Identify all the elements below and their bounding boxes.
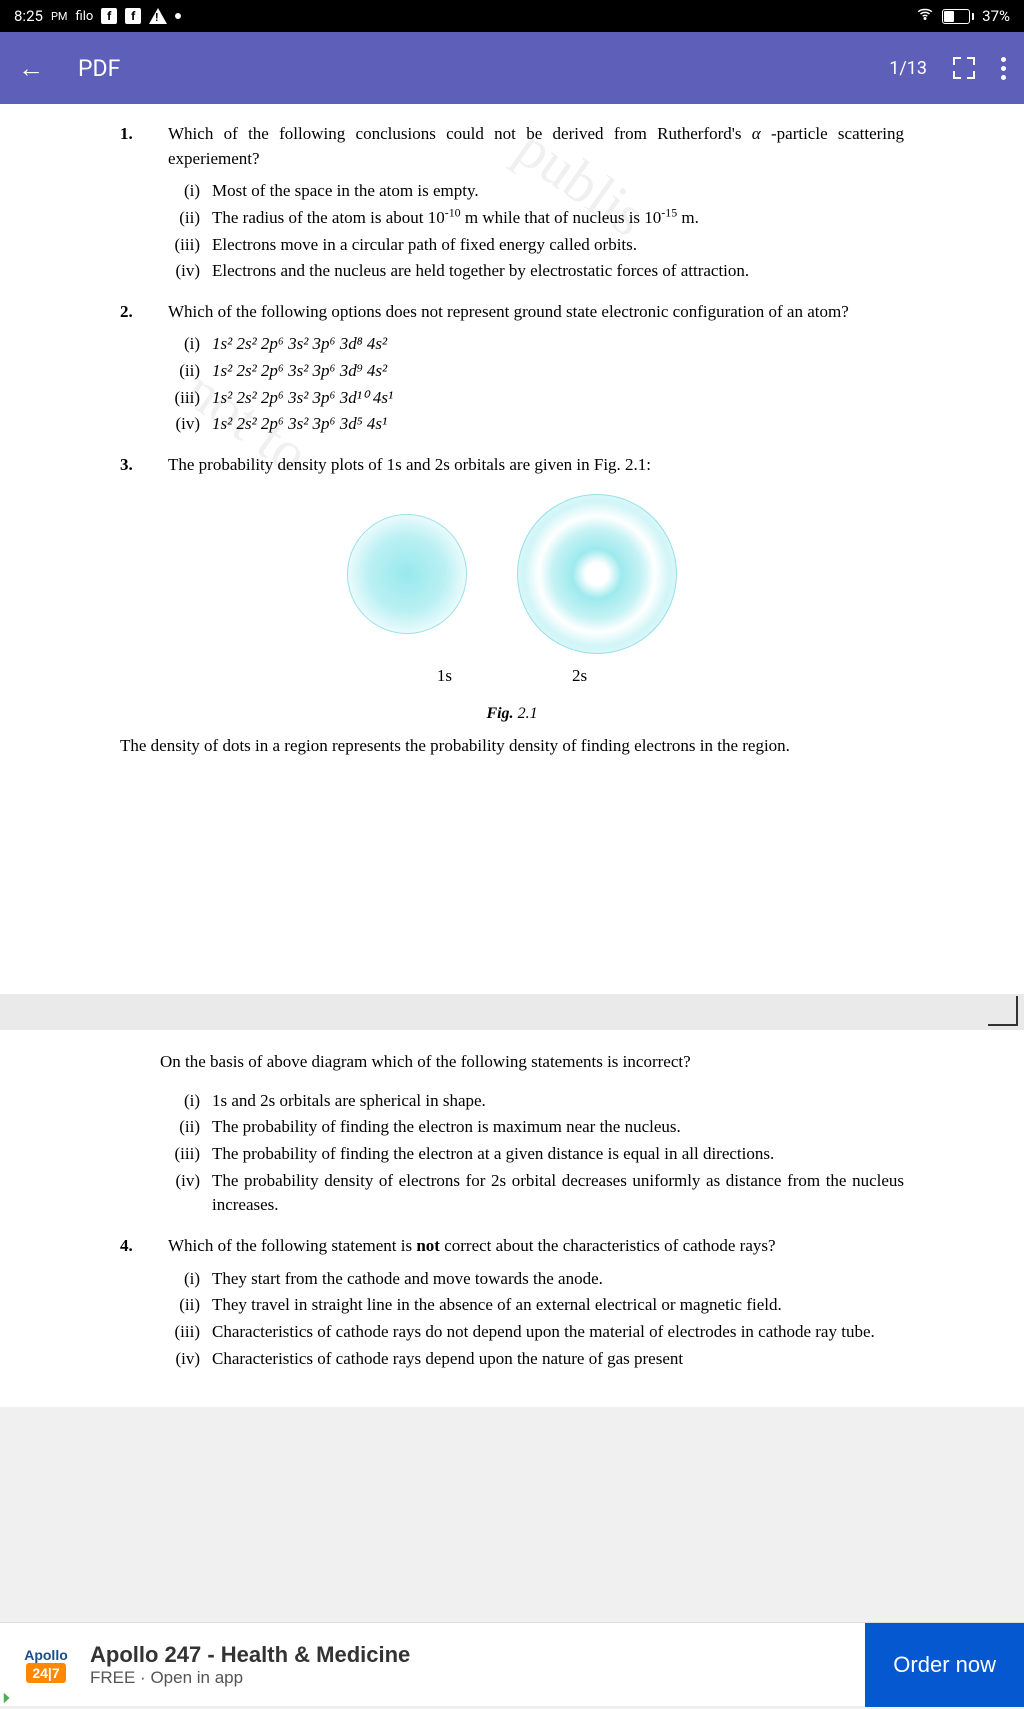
status-time: 8:25 [14, 7, 43, 25]
question-number: 3. [120, 453, 168, 478]
question-1: 1. Which of the following conclusions co… [120, 122, 904, 171]
question-4: 4. Which of the following statement is n… [120, 1234, 904, 1259]
fullscreen-button[interactable] [953, 57, 975, 79]
page-divider [0, 994, 1024, 1030]
status-bar: 8:25 PM filo f f 37% [0, 0, 1024, 32]
orbital-diagram [120, 494, 904, 654]
facebook-icon: f [101, 8, 117, 24]
ad-logo-icon: Apollo 24|7 [16, 1635, 76, 1695]
question-text: Which of the following statement is not … [168, 1234, 904, 1259]
option-i: (i)Most of the space in the atom is empt… [168, 179, 904, 204]
app-bar: ← PDF 1/13 [0, 32, 1024, 104]
battery-icon [942, 9, 974, 24]
app-title: PDF [78, 55, 889, 82]
option-ii: (ii)1s² 2s² 2p⁶ 3s² 3p⁶ 3d⁹ 4s² [168, 359, 904, 384]
warning-icon [149, 8, 167, 24]
option-iii: (iii)Electrons move in a circular path o… [168, 233, 904, 258]
orbital-labels: 1s 2s [120, 664, 904, 689]
option-iv: (iv)1s² 2s² 2p⁶ 3s² 3p⁶ 3d⁵ 4s¹ [168, 412, 904, 437]
document-content-2[interactable]: On the basis of above diagram which of t… [0, 1030, 1024, 1407]
question-text: Which of the following conclusions could… [168, 122, 904, 171]
wifi-icon [916, 5, 934, 27]
orbital-2s-icon [517, 494, 677, 654]
status-right: 37% [916, 5, 1010, 27]
figure-2-1: 1s 2s Fig. 2.1 The density of dots in a … [120, 494, 904, 758]
document-content[interactable]: not to publis 1. Which of the following … [0, 104, 1024, 794]
option-ii: (ii)They travel in straight line in the … [168, 1293, 904, 1318]
page-indicator: 1/13 [889, 58, 927, 79]
question-1-options: (i)Most of the space in the atom is empt… [168, 179, 904, 284]
status-ampm: PM [51, 10, 68, 23]
ad-subtitle: FREE · Open in app [90, 1668, 865, 1688]
option-ii: (ii)The probability of finding the elect… [168, 1115, 904, 1140]
order-now-button[interactable]: Order now [865, 1623, 1024, 1707]
ad-text: Apollo 247 - Health & Medicine FREE · Op… [90, 1642, 865, 1688]
label-1s: 1s [437, 664, 452, 689]
question-text: Which of the following options does not … [168, 300, 904, 325]
figure-description: The density of dots in a region represen… [120, 734, 904, 759]
option-i: (i)1s² 2s² 2p⁶ 3s² 3p⁶ 3d⁸ 4s² [168, 332, 904, 357]
question-number: 2. [120, 300, 168, 325]
question-number: 4. [120, 1234, 168, 1259]
status-dot-icon [175, 13, 181, 19]
battery-percent: 37% [982, 7, 1010, 25]
question-3-continued: On the basis of above diagram which of t… [120, 1050, 904, 1075]
option-iii: (iii)The probability of finding the elec… [168, 1142, 904, 1167]
notification-icon: f [125, 8, 141, 24]
option-i: (i)1s and 2s orbitals are spherical in s… [168, 1089, 904, 1114]
option-iii: (iii)1s² 2s² 2p⁶ 3s² 3p⁶ 3d¹⁰ 4s¹ [168, 386, 904, 411]
question-3b-options: (i)1s and 2s orbitals are spherical in s… [168, 1089, 904, 1218]
option-iii: (iii)Characteristics of cathode rays do … [168, 1320, 904, 1345]
question-4-options: (i)They start from the cathode and move … [168, 1267, 904, 1372]
option-i: (i)They start from the cathode and move … [168, 1267, 904, 1292]
status-left: 8:25 PM filo f f [14, 7, 181, 25]
question-3: 3. The probability density plots of 1s a… [120, 453, 904, 478]
page-gap [0, 794, 1024, 994]
question-2: 2. Which of the following options does n… [120, 300, 904, 325]
label-2s: 2s [572, 664, 587, 689]
option-iv: (iv)Electrons and the nucleus are held t… [168, 259, 904, 284]
question-2-options: (i)1s² 2s² 2p⁶ 3s² 3p⁶ 3d⁸ 4s² (ii)1s² 2… [168, 332, 904, 437]
option-ii: (ii)The radius of the atom is about 10-1… [168, 206, 904, 231]
crop-indicator-icon [988, 996, 1018, 1026]
status-app-label: filo [75, 9, 93, 24]
orbital-1s-icon [347, 514, 467, 634]
ad-title: Apollo 247 - Health & Medicine [90, 1642, 865, 1668]
back-button[interactable]: ← [18, 53, 44, 84]
ad-banner[interactable]: Apollo 24|7 Apollo 247 - Health & Medici… [0, 1622, 1024, 1706]
figure-caption: Fig. 2.1 [120, 702, 904, 725]
more-options-button[interactable] [1001, 57, 1006, 80]
question-text: On the basis of above diagram which of t… [160, 1050, 904, 1075]
option-iv: (iv)The probability density of electrons… [168, 1169, 904, 1218]
question-number: 1. [120, 122, 168, 171]
question-text: The probability density plots of 1s and … [168, 453, 904, 478]
play-store-icon [2, 1690, 16, 1704]
option-iv: (iv)Characteristics of cathode rays depe… [168, 1347, 904, 1372]
